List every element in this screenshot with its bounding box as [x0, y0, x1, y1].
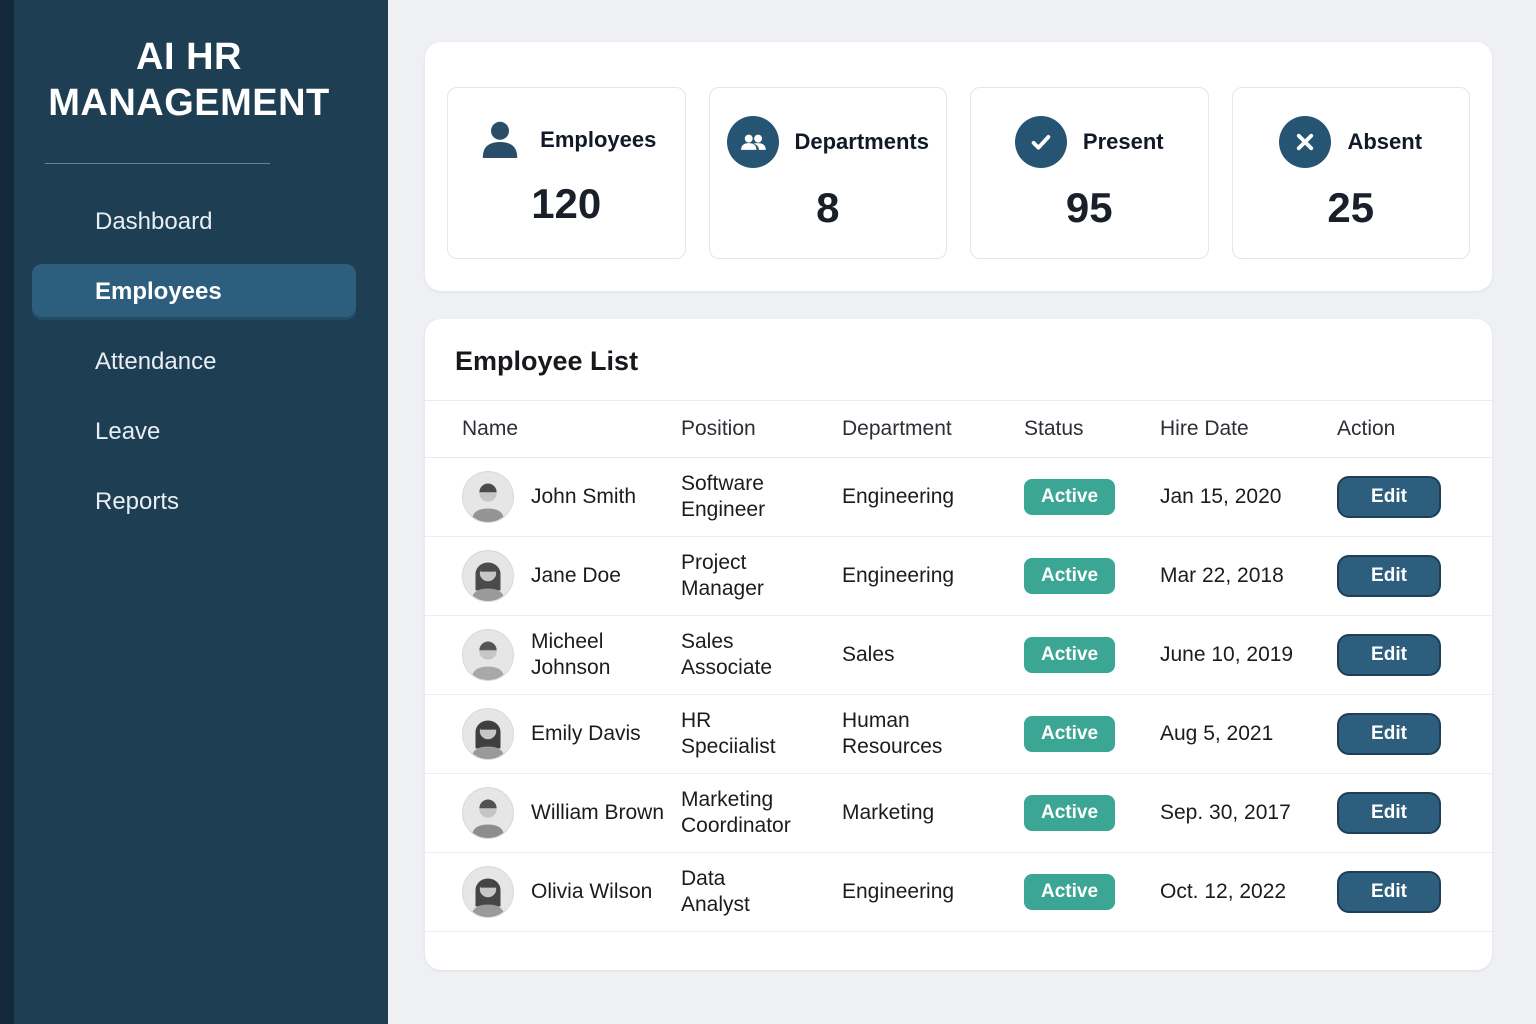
x-icon [1279, 116, 1332, 168]
table-row: Micheel Johnson Sales Associate Sales Ac… [425, 616, 1492, 695]
stat-value: 8 [816, 184, 840, 231]
edit-button[interactable]: Edit [1337, 713, 1441, 755]
employee-department: Human Resources [842, 708, 943, 758]
employee-hire-date: Aug 5, 2021 [1160, 721, 1274, 745]
edit-button[interactable]: Edit [1337, 555, 1441, 597]
employee-name: John Smith [531, 484, 637, 508]
status-badge: Active [1024, 715, 1116, 753]
edit-button[interactable]: Edit [1337, 871, 1441, 913]
table-row: William Brown Marketing Coordinator Mark… [425, 774, 1492, 853]
edit-button[interactable]: Edit [1337, 634, 1441, 676]
employee-list-panel: Employee List Name Position Department S… [425, 319, 1492, 970]
status-badge: Active [1024, 557, 1116, 595]
employee-name: Emily Davis [531, 721, 641, 745]
column-header-name: Name [462, 417, 519, 440]
stat-label: Present [1082, 129, 1164, 154]
table-header: Name Position Department Status Hire Dat… [425, 400, 1492, 458]
avatar [462, 550, 514, 602]
sidebar-divider [45, 162, 270, 164]
sidebar-item-employees[interactable]: Employees [32, 263, 356, 320]
main-content: Employees 120 Departments 8 [388, 0, 1536, 1024]
column-header-hire-date: Hire Date [1160, 417, 1249, 440]
employee-hire-date: Mar 22, 2018 [1160, 563, 1284, 587]
sidebar: AI HR MANAGEMENT Dashboard Employees Att… [0, 0, 388, 1024]
employee-hire-date: Oct. 12, 2022 [1160, 879, 1287, 903]
employee-hire-date: Jan 15, 2020 [1160, 484, 1282, 508]
stat-value: 120 [531, 180, 602, 227]
app-title: AI HR MANAGEMENT [0, 34, 388, 127]
sidebar-item-reports[interactable]: Reports [32, 474, 356, 530]
employee-position: Software Engineer [681, 471, 766, 521]
table-row: John Smith Software Engineer Engineering… [425, 458, 1492, 537]
employee-department: Marketing [842, 800, 935, 824]
stat-label: Employees [540, 127, 657, 152]
employee-name: Jane Doe [531, 563, 621, 587]
sidebar-item-attendance[interactable]: Attendance [32, 334, 356, 390]
stat-card-employees: Employees 120 [447, 87, 686, 259]
avatar [462, 471, 514, 523]
page-title: Employee List [455, 346, 639, 376]
avatar [462, 708, 514, 760]
employee-position: Sales Associate [681, 629, 773, 679]
table-row: Jane Doe Project Manager Engineering Act… [425, 537, 1492, 616]
column-header-position: Position [681, 417, 756, 440]
employee-name: Micheel Johnson [531, 629, 611, 679]
person-icon [476, 116, 524, 164]
employee-position: HR Speciialist [681, 708, 776, 758]
sidebar-item-label: Reports [95, 487, 180, 515]
employee-position: Data Analyst [681, 866, 750, 916]
avatar [462, 866, 514, 918]
edit-button[interactable]: Edit [1337, 792, 1441, 834]
stats-panel: Employees 120 Departments 8 [425, 42, 1492, 291]
employee-hire-date: June 10, 2019 [1160, 642, 1294, 666]
avatar [462, 787, 514, 839]
employee-position: Marketing Coordinator [681, 787, 791, 837]
employee-department: Engineering [842, 563, 955, 587]
table-row: Emily Davis HR Speciialist Human Resourc… [425, 695, 1492, 774]
sidebar-nav: Dashboard Employees Attendance Leave Rep… [0, 194, 388, 530]
people-icon [726, 116, 779, 168]
stat-value: 25 [1327, 184, 1375, 231]
sidebar-item-label: Employees [95, 277, 222, 305]
column-header-department: Department [842, 417, 952, 440]
status-badge: Active [1024, 478, 1116, 516]
column-header-action: Action [1337, 417, 1396, 440]
app-title-line2: MANAGEMENT [48, 82, 330, 125]
edit-button[interactable]: Edit [1337, 476, 1441, 518]
stat-card-absent: Absent 25 [1231, 87, 1470, 259]
stat-card-departments: Departments 8 [708, 87, 947, 259]
app-title-line1: AI HR [136, 36, 242, 78]
column-header-status: Status [1024, 417, 1084, 440]
employee-department: Sales [842, 642, 895, 666]
status-badge: Active [1024, 873, 1116, 911]
table-row: Olivia Wilson Data Analyst Engineering A… [425, 853, 1492, 932]
stat-card-present: Present 95 [970, 87, 1209, 259]
sidebar-item-label: Dashboard [95, 207, 213, 235]
employee-position: Project Manager [681, 550, 764, 600]
status-badge: Active [1024, 794, 1116, 832]
status-badge: Active [1024, 636, 1116, 674]
employee-name: William Brown [531, 800, 665, 824]
employee-hire-date: Sep. 30, 2017 [1160, 800, 1291, 824]
sidebar-item-label: Leave [95, 417, 161, 445]
stat-label: Departments [794, 129, 929, 154]
sidebar-item-dashboard[interactable]: Dashboard [32, 194, 356, 250]
stat-value: 95 [1065, 184, 1113, 231]
check-icon [1014, 116, 1067, 168]
sidebar-item-leave[interactable]: Leave [32, 404, 356, 460]
stat-label: Absent [1347, 129, 1423, 154]
employee-department: Engineering [842, 879, 955, 903]
avatar [462, 629, 514, 681]
employee-department: Engineering [842, 484, 955, 508]
employee-name: Olivia Wilson [531, 879, 653, 903]
sidebar-item-label: Attendance [95, 347, 217, 375]
